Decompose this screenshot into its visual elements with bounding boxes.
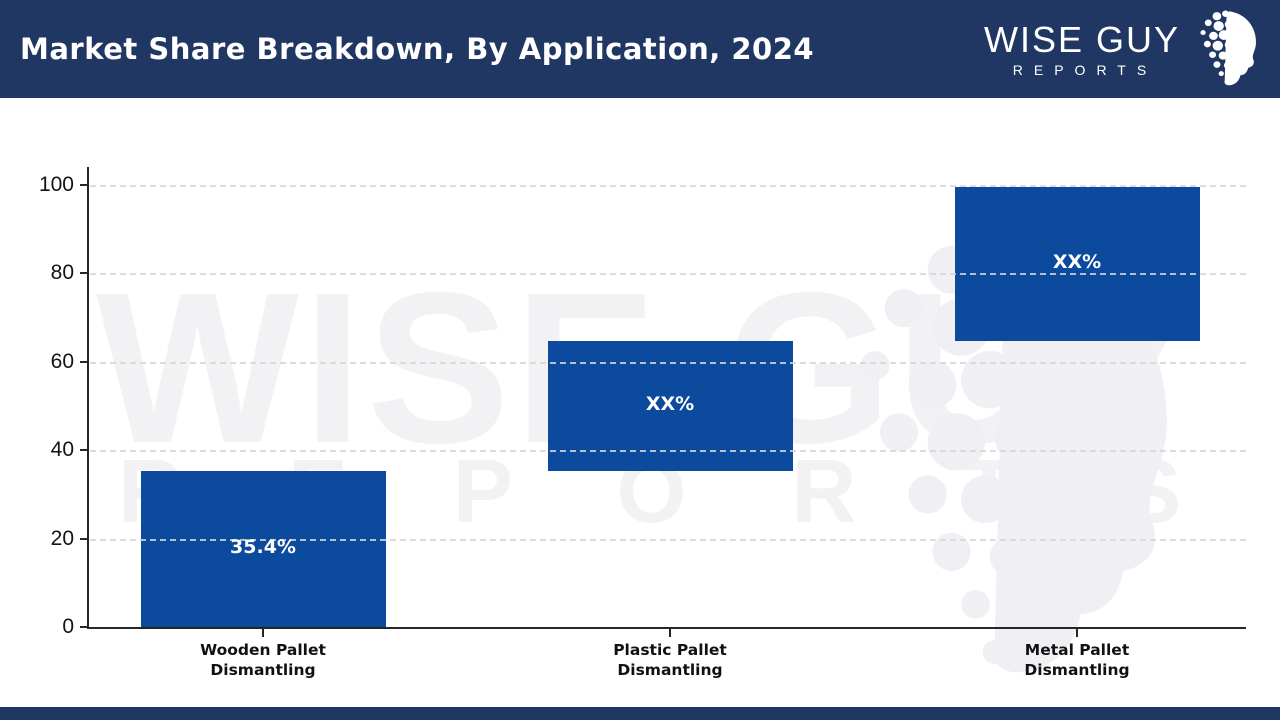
x-axis-label: Metal Pallet Dismantling: [947, 640, 1207, 680]
x-axis-label-line: Plastic Pallet: [613, 641, 727, 659]
page-title: Market Share Breakdown, By Application, …: [20, 32, 815, 66]
x-axis-label-line: Dismantling: [617, 661, 723, 679]
y-tick: [80, 360, 88, 363]
y-tick-label: 40: [50, 438, 74, 462]
x-axis-label-line: Wooden Pallet: [200, 641, 326, 659]
y-tick: [80, 449, 88, 452]
gridline: [90, 273, 1246, 276]
x-tick: [262, 629, 264, 637]
gridline: [90, 538, 1246, 541]
header-bar: Market Share Breakdown, By Application, …: [0, 0, 1280, 98]
y-tick-label: 0: [62, 615, 74, 638]
x-axis-label-line: Dismantling: [210, 661, 316, 679]
brand-name: WISE GUY: [983, 19, 1180, 60]
x-axis-label-line: Metal Pallet: [1024, 641, 1130, 659]
brand-face-icon: [1200, 10, 1256, 86]
chart-bar: [140, 470, 386, 627]
chart-bar: [954, 186, 1200, 341]
y-tick: [80, 626, 88, 628]
brand-subtitle: REPORTS: [1012, 62, 1158, 78]
y-tick: [80, 184, 88, 186]
gridline: [90, 185, 1246, 187]
x-axis-label: Wooden Pallet Dismantling: [133, 640, 393, 680]
y-tick-label: 80: [50, 261, 74, 285]
gridline: [90, 361, 1246, 364]
bar-value-label: XX%: [1052, 250, 1102, 273]
x-tick: [669, 629, 671, 637]
x-axis-label: Plastic Pallet Dismantling: [540, 640, 800, 680]
footer-bar: [0, 707, 1280, 720]
x-tick: [1076, 629, 1078, 637]
brand-logo: WISE GUY REPORTS: [984, 8, 1262, 90]
y-tick: [80, 272, 88, 275]
gridline: [90, 450, 1246, 453]
bar-value-label: XX%: [645, 392, 695, 415]
y-tick-label: 20: [50, 526, 74, 550]
x-axis: [87, 627, 1246, 629]
x-axis-label-line: Dismantling: [1024, 661, 1130, 679]
bar-value-label: 35.4%: [230, 535, 296, 558]
y-tick-label: 100: [38, 173, 74, 196]
y-tick-label: 60: [50, 349, 74, 373]
brand-logo-text: WISE GUY REPORTS: [983, 19, 1180, 79]
y-axis: [87, 167, 89, 629]
y-tick: [80, 537, 88, 540]
